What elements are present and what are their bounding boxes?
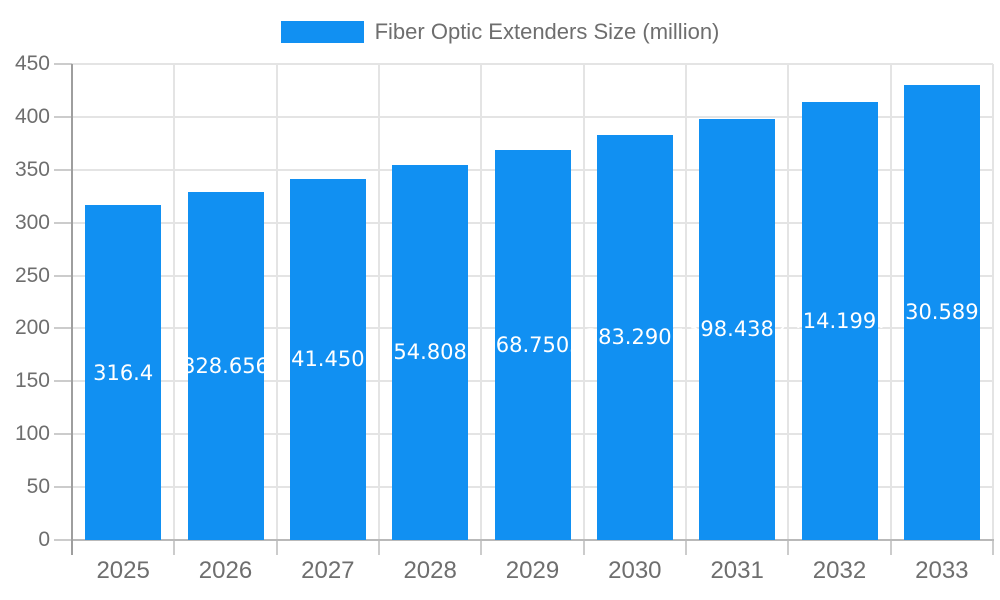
gridline-v [685, 64, 687, 540]
legend-label: Fiber Optic Extenders Size (million) [374, 19, 720, 44]
x-axis-tick [275, 540, 278, 555]
x-axis-tick [992, 540, 994, 555]
bar-2031[interactable] [699, 118, 776, 540]
gridline-h [72, 115, 993, 118]
bar-value-label: 328.656 [182, 354, 269, 379]
bar-2027[interactable] [289, 178, 366, 540]
x-axis-label: 2033 [915, 557, 969, 584]
x-axis-label: 2028 [403, 557, 457, 584]
y-axis-label: 100 [14, 422, 50, 446]
x-axis-label: 2026 [198, 557, 253, 584]
gridline-v [378, 64, 380, 540]
bar-value-label: 430.5897 [891, 300, 992, 325]
x-axis-tick [480, 540, 483, 555]
y-axis-tick [54, 486, 72, 489]
x-axis-label: 2031 [710, 557, 764, 584]
bar-value-label: 414.1997 [789, 308, 890, 333]
y-axis-label: 400 [14, 104, 50, 128]
x-axis-tick [378, 540, 380, 555]
x-axis-label: 2025 [96, 557, 150, 584]
y-axis-label: 150 [14, 369, 50, 393]
gridline-v [480, 64, 483, 540]
y-axis-tick [54, 380, 72, 383]
y-axis-label: 300 [14, 210, 50, 234]
gridline-v [582, 64, 585, 540]
bar-2030[interactable] [596, 134, 673, 540]
bar-2032[interactable] [801, 101, 878, 540]
gridline-v [889, 64, 892, 540]
bar-value-label: 341.4502 [277, 347, 378, 372]
y-axis-tick [54, 168, 72, 171]
y-axis-label: 50 [26, 475, 50, 499]
x-axis-tick [685, 540, 687, 555]
y-axis-label: 450 [14, 52, 50, 75]
y-axis-tick [54, 221, 72, 224]
x-axis-tick [582, 540, 585, 555]
y-axis-label: 0 [38, 528, 50, 551]
bar-2033[interactable] [903, 84, 980, 540]
x-axis-tick [173, 540, 176, 555]
bar-value-label: 398.4382 [687, 317, 788, 342]
bar-2026[interactable] [187, 192, 264, 540]
bar-value-label: 368.7505 [482, 332, 583, 357]
bar-value-label: 354.8082 [380, 340, 481, 365]
x-axis-label: 2029 [505, 557, 560, 584]
gridline-h [72, 63, 993, 65]
gridline-v [173, 64, 176, 540]
y-axis-line [71, 64, 73, 555]
y-axis-label: 250 [14, 263, 50, 287]
legend-swatch [280, 21, 364, 43]
bar-value-label: 383.2905 [584, 325, 685, 350]
bar-value-label: 316.4 [93, 360, 154, 385]
legend[interactable]: Fiber Optic Extenders Size (million) [0, 20, 1000, 44]
bar-2025[interactable] [85, 205, 162, 540]
y-axis-tick [54, 274, 72, 277]
bar-2028[interactable] [392, 164, 469, 540]
x-axis-label: 2032 [812, 557, 867, 584]
y-axis-tick [54, 115, 72, 118]
x-axis-label: 2027 [301, 557, 355, 584]
y-axis-tick [54, 433, 72, 436]
gridline-v [275, 64, 278, 540]
x-axis-line [71, 539, 994, 541]
x-axis-tick [889, 540, 892, 555]
y-axis-tick [54, 63, 72, 65]
x-axis-tick [787, 540, 790, 555]
y-axis-tick [54, 539, 72, 541]
y-axis-tick [54, 327, 72, 330]
gridline-v [787, 64, 790, 540]
y-axis-label: 200 [14, 316, 50, 340]
x-axis-label: 2030 [608, 557, 662, 584]
bar-2029[interactable] [494, 149, 571, 540]
gridline-v [992, 64, 994, 540]
y-axis-label: 350 [14, 157, 50, 181]
